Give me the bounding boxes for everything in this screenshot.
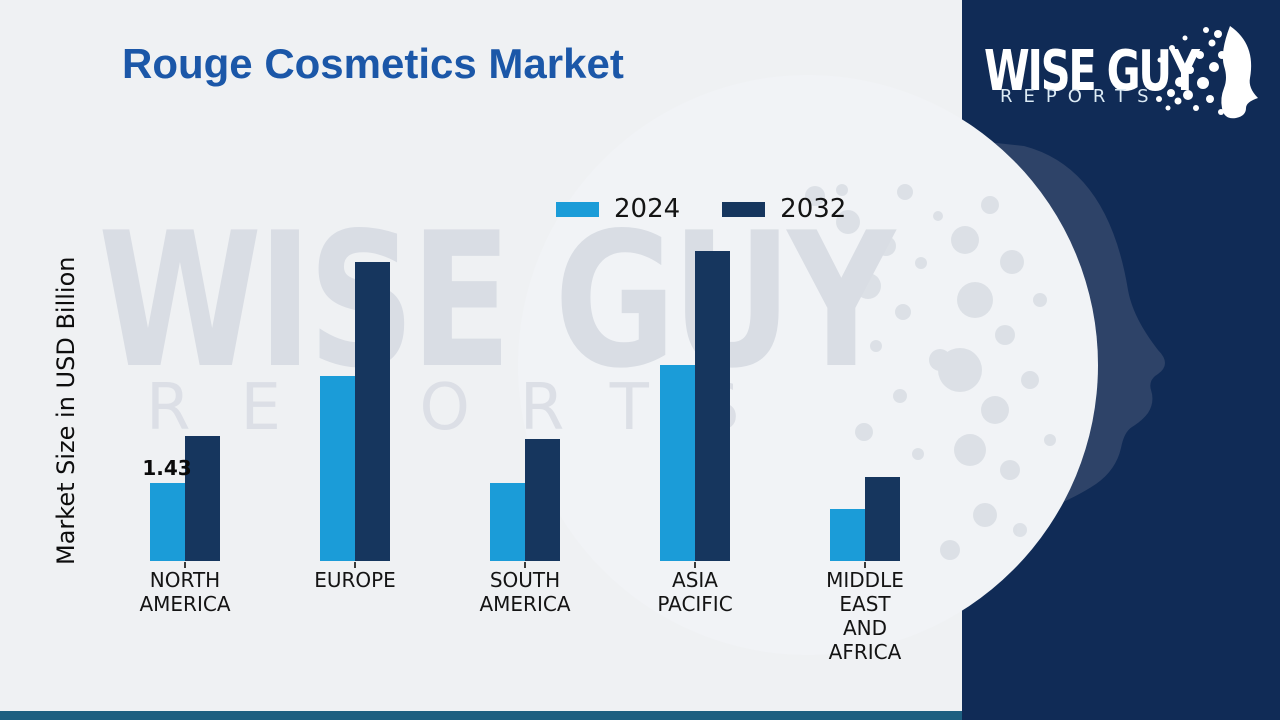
category-label-north-america: NORTH AMERICA bbox=[139, 568, 231, 616]
category-label-south-america: SOUTH AMERICA bbox=[479, 568, 571, 616]
category-label-europe: EUROPE bbox=[314, 568, 396, 592]
logo-face-graphic bbox=[1156, 26, 1258, 119]
data-label-2024-north-america: 1.43 bbox=[142, 456, 192, 480]
x-axis-tick bbox=[354, 562, 356, 568]
legend-label-2024: 2024 bbox=[614, 194, 681, 224]
bar-2032-europe bbox=[355, 262, 390, 561]
legend-swatch-2032 bbox=[722, 201, 766, 217]
category-label-middle-east-and-africa: MIDDLE EAST AND AFRICA bbox=[826, 568, 904, 664]
x-axis-tick bbox=[524, 562, 526, 568]
plot-area: 1.43 bbox=[142, 251, 900, 568]
bar-2032-south-america bbox=[525, 439, 560, 561]
logo-subtext: REPORTS bbox=[1000, 86, 1160, 107]
bar-2032-middle-east-and-africa bbox=[865, 477, 900, 561]
bar-2024-south-america bbox=[490, 483, 525, 561]
legend-swatch-2024 bbox=[556, 201, 599, 217]
chart-title: Rouge Cosmetics Market bbox=[122, 40, 624, 87]
bar-2032-north-america bbox=[185, 436, 220, 561]
x-axis-tick bbox=[864, 562, 866, 568]
dot-texture-graphic bbox=[805, 184, 1056, 560]
bar-2024-asia-pacific bbox=[660, 365, 695, 561]
bar-2032-asia-pacific bbox=[695, 251, 730, 561]
bar-2024-middle-east-and-africa bbox=[830, 509, 865, 561]
bar-2024-europe bbox=[320, 376, 355, 561]
footer-accent-bar bbox=[0, 711, 962, 720]
category-label-asia-pacific: ASIA PACIFIC bbox=[657, 568, 733, 616]
bar-2024-north-america bbox=[150, 483, 185, 561]
legend-item-2024: 2024 bbox=[556, 196, 680, 222]
legend: 2024 2032 bbox=[556, 196, 846, 222]
logo-wordmark: WISE GUY bbox=[984, 39, 1200, 104]
x-axis-tick bbox=[694, 562, 696, 568]
x-axis-tick bbox=[184, 562, 186, 568]
legend-item-2032: 2032 bbox=[722, 196, 846, 222]
legend-label-2032: 2032 bbox=[780, 194, 847, 224]
